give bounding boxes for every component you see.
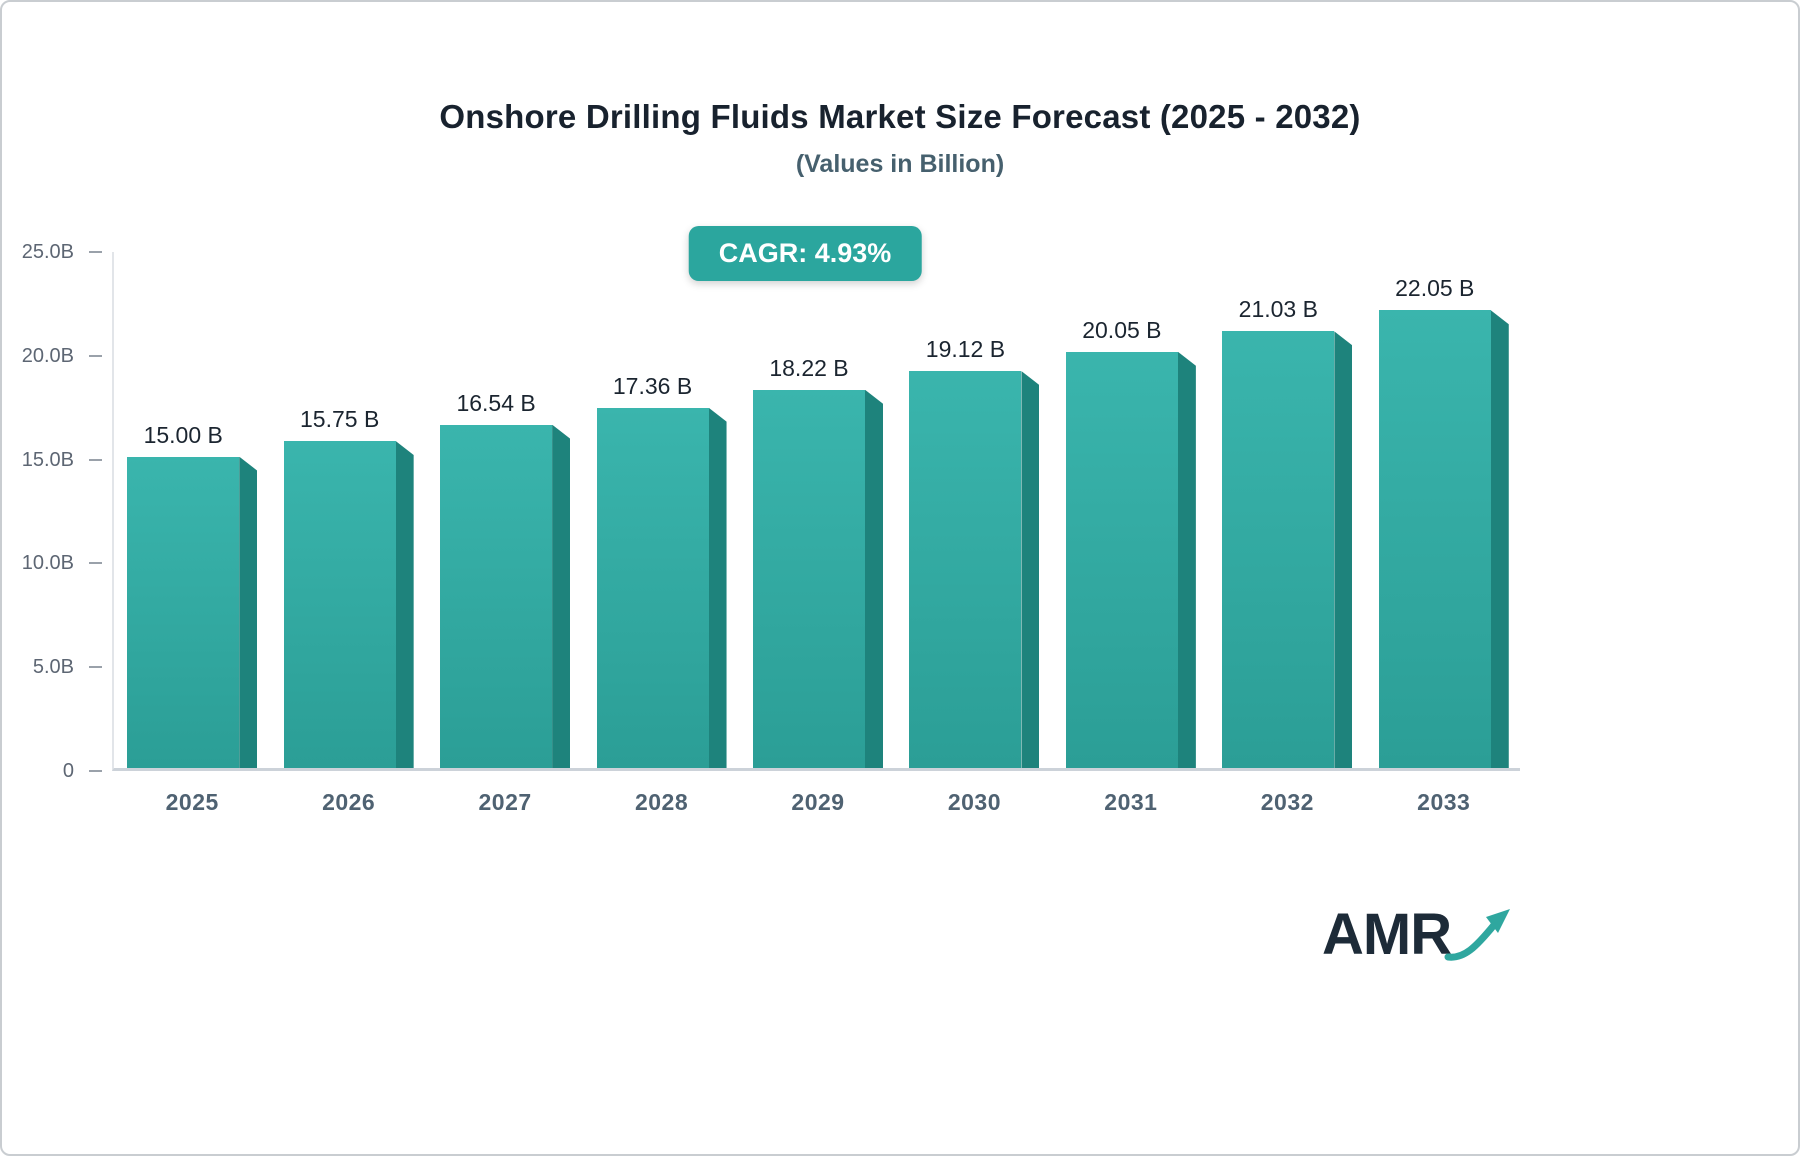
- bar-face: [283, 441, 396, 768]
- y-tick: 5.0B: [0, 655, 112, 679]
- bar-side-shadow: [552, 424, 571, 768]
- y-tick-label: 15.0B: [21, 448, 74, 471]
- x-axis-label: 2027: [478, 789, 532, 815]
- bar-face: [753, 389, 865, 768]
- y-tick-label: 5.0B: [32, 656, 74, 679]
- y-tick-mark: [89, 666, 102, 669]
- chart-title: Onshore Drilling Fluids Market Size Fore…: [439, 98, 1361, 135]
- y-tick-label: 20.0B: [21, 344, 74, 367]
- bar-2026: [283, 441, 414, 768]
- growth-arrow-icon: [1444, 909, 1510, 961]
- bar-value-label: 15.00 B: [143, 421, 223, 448]
- bar-2029: [753, 389, 883, 768]
- y-tick: 0: [0, 759, 112, 783]
- bar-2028: [596, 407, 727, 768]
- bar-face: [127, 456, 240, 768]
- y-tick: 15.0B: [0, 448, 112, 472]
- bar-side-shadow: [708, 407, 727, 768]
- y-tick-mark: [89, 458, 102, 461]
- bar-face: [1378, 310, 1491, 768]
- y-axis: 0 5.0B 10.0B 15.0B 20.0B 25.0B: [0, 241, 112, 782]
- bar-value-label: 22.05 B: [1395, 275, 1475, 302]
- bar-side-shadow: [239, 456, 258, 768]
- bar-face: [1065, 351, 1178, 768]
- x-axis-label: 2026: [322, 789, 376, 815]
- plot-area: 15.00 B 2025 15.75 B 2026 16.54 B 2027 17.36 B…: [112, 252, 1520, 815]
- bar-side-shadow: [1177, 351, 1196, 768]
- y-tick: 20.0B: [0, 344, 112, 368]
- x-axis-label: 2030: [947, 789, 1002, 815]
- bar-2031: [1065, 351, 1196, 768]
- y-tick-mark: [89, 770, 102, 772]
- bar-value-label: 15.75 B: [300, 406, 380, 433]
- bar-value-label: 20.05 B: [1082, 316, 1162, 343]
- bar-value-label: 21.03 B: [1238, 296, 1318, 323]
- y-tick-label: 10.0B: [21, 552, 74, 575]
- amr-logo-text: AMR: [1322, 902, 1452, 967]
- y-tick-label: 25.0B: [21, 241, 74, 263]
- bar-2032: [1222, 331, 1353, 768]
- bar-face: [1222, 331, 1335, 768]
- bar-side-shadow: [1334, 331, 1353, 768]
- chart-subtitle: (Values in Billion): [795, 150, 1005, 178]
- y-tick: 10.0B: [0, 551, 112, 575]
- bar-2025: [127, 456, 258, 768]
- x-axis-label: 2028: [634, 789, 689, 815]
- y-tick-mark: [89, 251, 102, 253]
- bar-2030: [909, 371, 1040, 768]
- y-tick-label: 0: [62, 760, 74, 782]
- y-tick: 25.0B: [0, 240, 112, 264]
- amr-logo: AMR: [1322, 893, 1522, 977]
- bar-side-shadow: [395, 441, 414, 768]
- bar-side-shadow: [1021, 371, 1040, 768]
- y-tick-mark: [89, 354, 102, 357]
- cagr-badge: CAGR: 4.93%: [688, 226, 922, 281]
- bar-value-label: 16.54 B: [456, 389, 536, 416]
- bar-2033: [1378, 310, 1509, 768]
- bar-value-label: 18.22 B: [769, 354, 849, 381]
- x-axis-label: 2032: [1260, 789, 1314, 815]
- x-axis-label: 2031: [1104, 789, 1158, 815]
- x-axis-label: 2025: [165, 789, 219, 815]
- bar-value-label: 19.12 B: [925, 336, 1006, 363]
- y-tick-mark: [89, 562, 102, 565]
- bar-face: [440, 424, 553, 768]
- bar-face: [596, 407, 709, 768]
- bar-face: [909, 371, 1022, 768]
- bar-value-label: 17.36 B: [612, 372, 693, 399]
- bar-side-shadow: [1490, 310, 1509, 768]
- x-axis-label: 2033: [1417, 789, 1471, 815]
- bar-side-shadow: [865, 389, 883, 768]
- x-axis-label: 2029: [791, 789, 845, 815]
- bar-2027: [440, 424, 571, 768]
